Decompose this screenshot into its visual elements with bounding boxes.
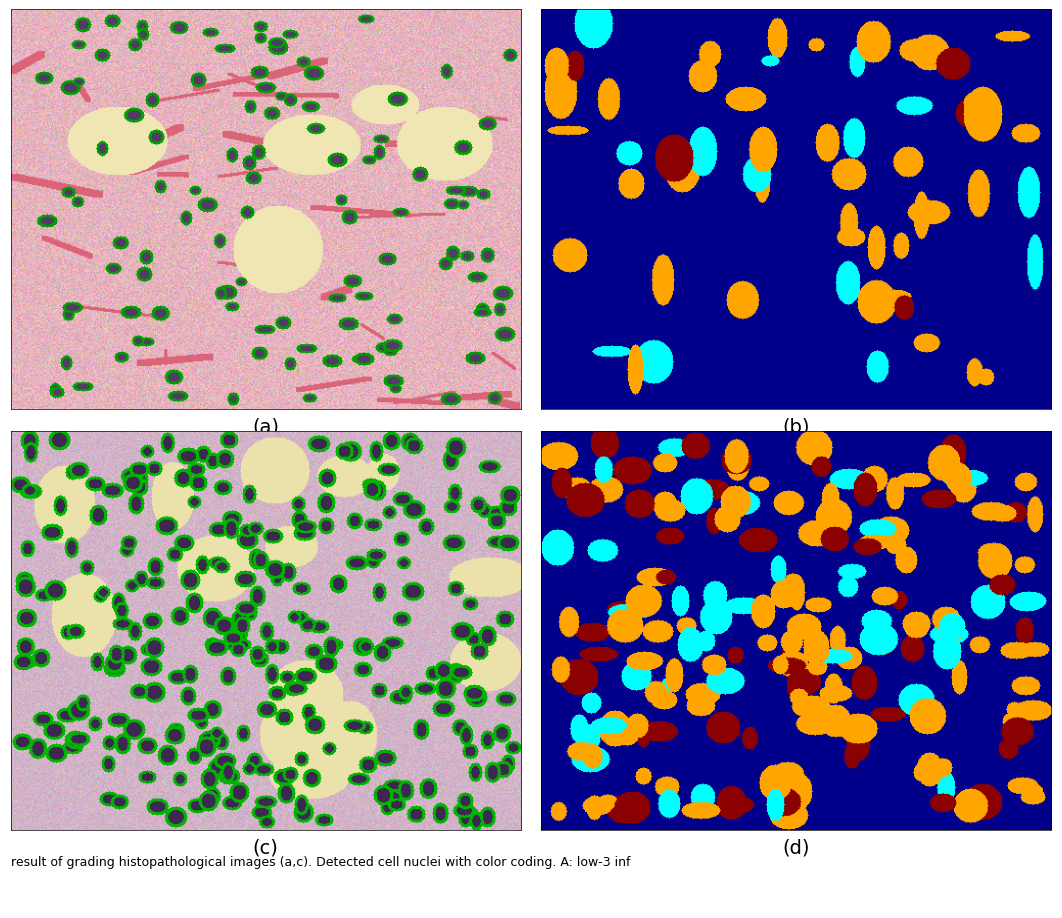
Text: result of grading histopathological images (a,c). Detected cell nuclei with colo: result of grading histopathological imag… xyxy=(11,856,630,868)
X-axis label: (c): (c) xyxy=(253,839,278,857)
X-axis label: (b): (b) xyxy=(783,417,810,436)
X-axis label: (a): (a) xyxy=(252,417,279,436)
X-axis label: (d): (d) xyxy=(783,839,810,857)
